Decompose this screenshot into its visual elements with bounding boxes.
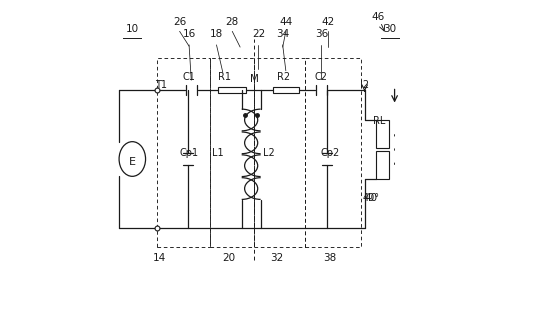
Text: R1: R1	[219, 72, 231, 82]
Text: 44: 44	[279, 17, 293, 27]
Text: 28: 28	[226, 17, 239, 27]
Text: 40°: 40°	[362, 193, 380, 203]
Bar	[157, 58, 210, 247]
Bar	[255, 58, 305, 247]
Text: C2: C2	[315, 72, 328, 82]
Bar	[218, 86, 246, 93]
Text: 22: 22	[252, 29, 265, 39]
Text: 30: 30	[383, 24, 396, 34]
Text: RL: RL	[373, 116, 386, 126]
Bar	[273, 86, 299, 93]
Text: 40: 40	[365, 193, 378, 203]
Text: 26: 26	[173, 17, 186, 27]
Text: Cp1: Cp1	[179, 148, 199, 158]
Text: Cp2: Cp2	[321, 148, 339, 158]
Text: 34: 34	[276, 29, 289, 39]
Text: 38: 38	[323, 253, 337, 263]
Text: 14: 14	[153, 253, 166, 263]
Bar	[210, 58, 255, 247]
Text: L1: L1	[212, 148, 223, 158]
Text: 32: 32	[270, 253, 283, 263]
Text: 18: 18	[210, 29, 223, 39]
Text: 10: 10	[126, 24, 139, 34]
Text: 16: 16	[183, 29, 195, 39]
Text: 20: 20	[222, 253, 236, 263]
Text: T1: T1	[155, 80, 166, 90]
Text: C1: C1	[183, 72, 195, 82]
Text: L2: L2	[263, 148, 274, 158]
Bar	[376, 120, 389, 148]
Bar	[305, 58, 361, 247]
Text: E: E	[129, 157, 136, 167]
Text: M: M	[250, 74, 259, 84]
Text: 46: 46	[372, 12, 385, 22]
Text: 36: 36	[315, 29, 328, 39]
Text: R2: R2	[277, 72, 290, 82]
Text: I2: I2	[360, 80, 369, 90]
Bar	[376, 151, 389, 179]
Text: 42: 42	[321, 17, 335, 27]
